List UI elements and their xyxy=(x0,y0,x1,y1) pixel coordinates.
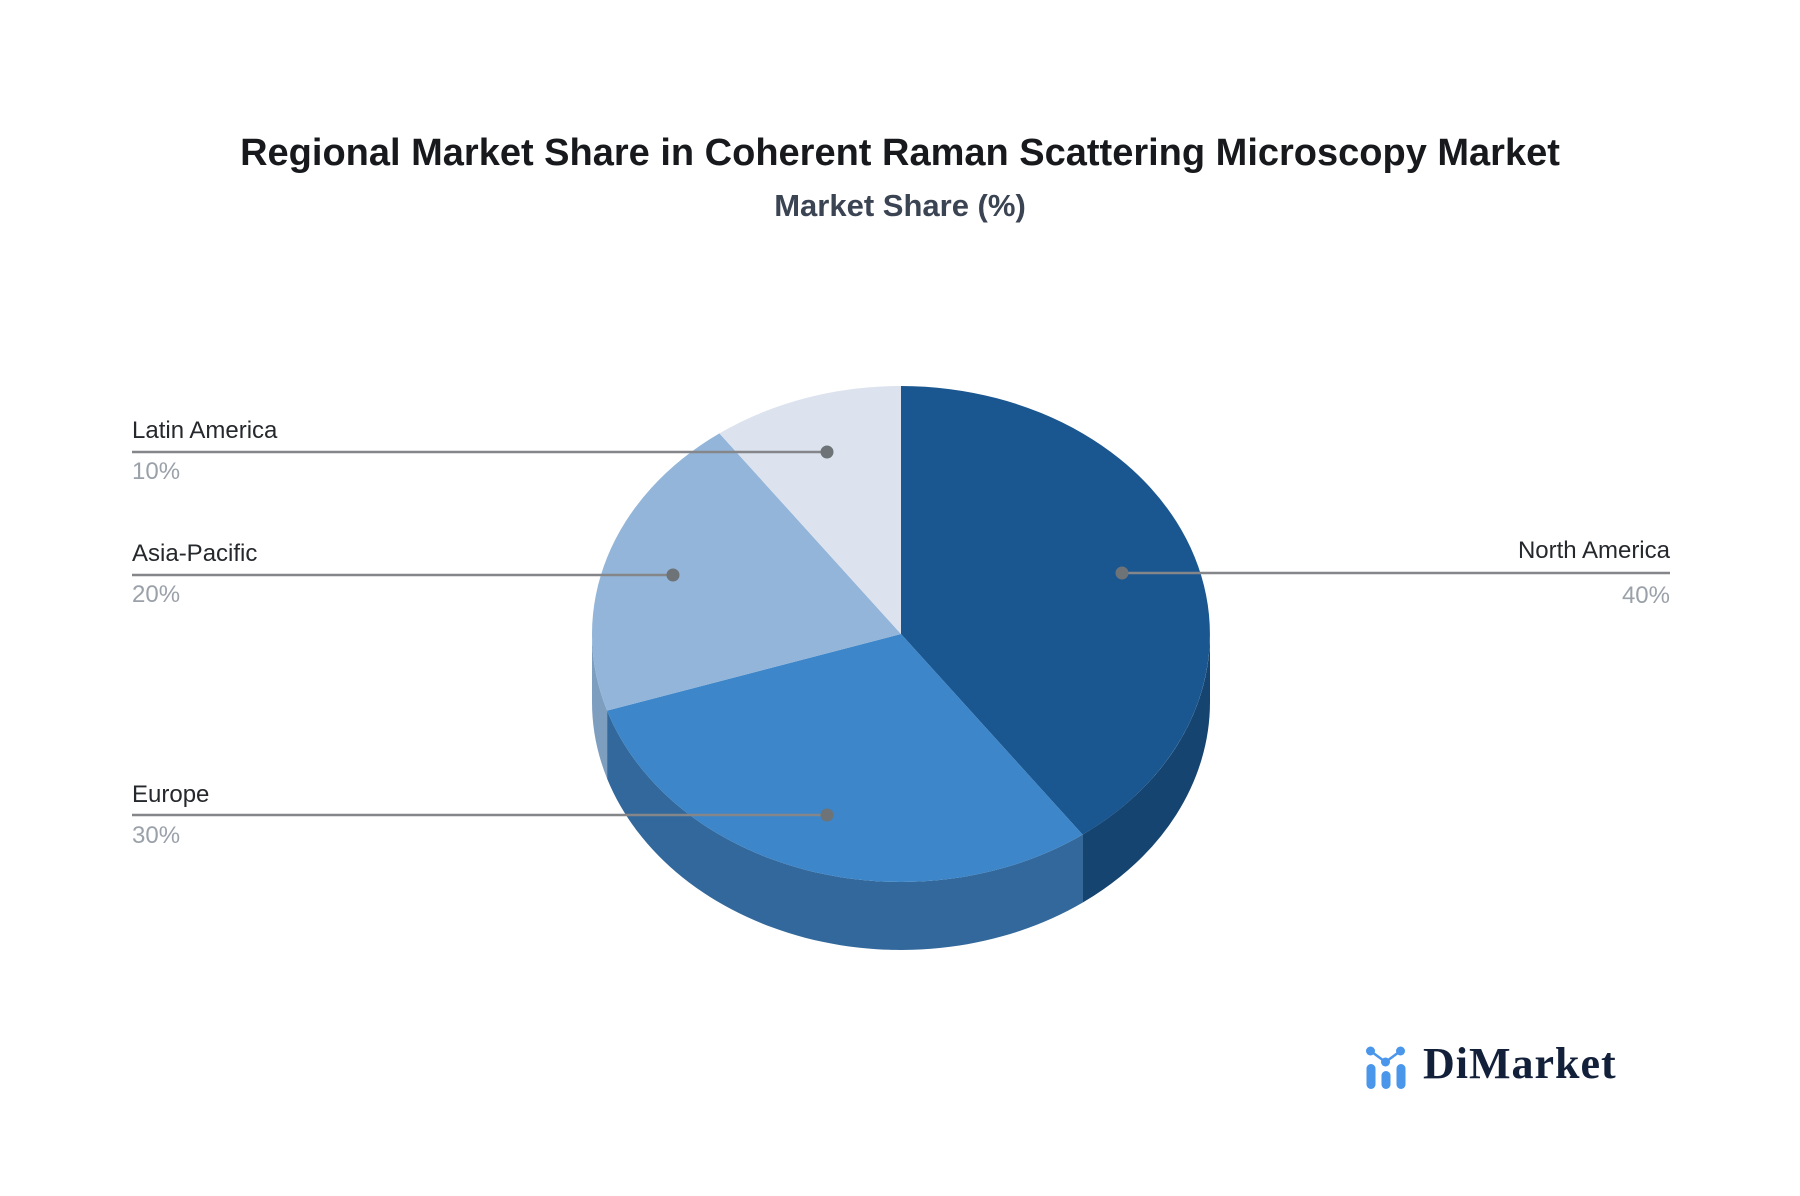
leader-dot-north-america xyxy=(1115,566,1129,580)
pie-slice-latin-america[interactable] xyxy=(719,386,901,634)
callout-asia-pacific-label: Asia-Pacific xyxy=(132,540,258,567)
pie-rim-europe xyxy=(607,710,1083,950)
chart-subtitle: Market Share (%) xyxy=(774,188,1026,223)
leader-dot-latin-america xyxy=(820,445,834,459)
pie-slice-north-america[interactable] xyxy=(901,386,1210,835)
pie-slice-europe[interactable] xyxy=(607,634,1083,882)
callout-north-america-pct: 40% xyxy=(1621,582,1670,609)
page-title: Regional Market Share in Coherent Raman … xyxy=(240,132,1560,174)
brand-logo: DiMarket xyxy=(1362,1038,1617,1089)
callout-north-america-label: North America xyxy=(1517,537,1670,564)
leader-dot-asia-pacific xyxy=(666,568,680,582)
callout-europe-label: Europe xyxy=(132,781,210,808)
callout-asia-pacific-pct: 20% xyxy=(132,581,181,608)
callout-latin-america-pct: 10% xyxy=(132,458,181,485)
brand-name: DiMarket xyxy=(1423,1039,1617,1088)
callout-europe-pct: 30% xyxy=(132,822,181,849)
bar-chart-logo-icon xyxy=(1366,1046,1406,1089)
pie-slice-asia-pacific[interactable] xyxy=(592,433,901,711)
leader-dot-europe xyxy=(820,808,834,822)
pie-rim-asia-pacific xyxy=(591,634,608,779)
pie-rim-north-america xyxy=(1082,634,1210,903)
callout-latin-america-label: Latin America xyxy=(132,417,278,444)
